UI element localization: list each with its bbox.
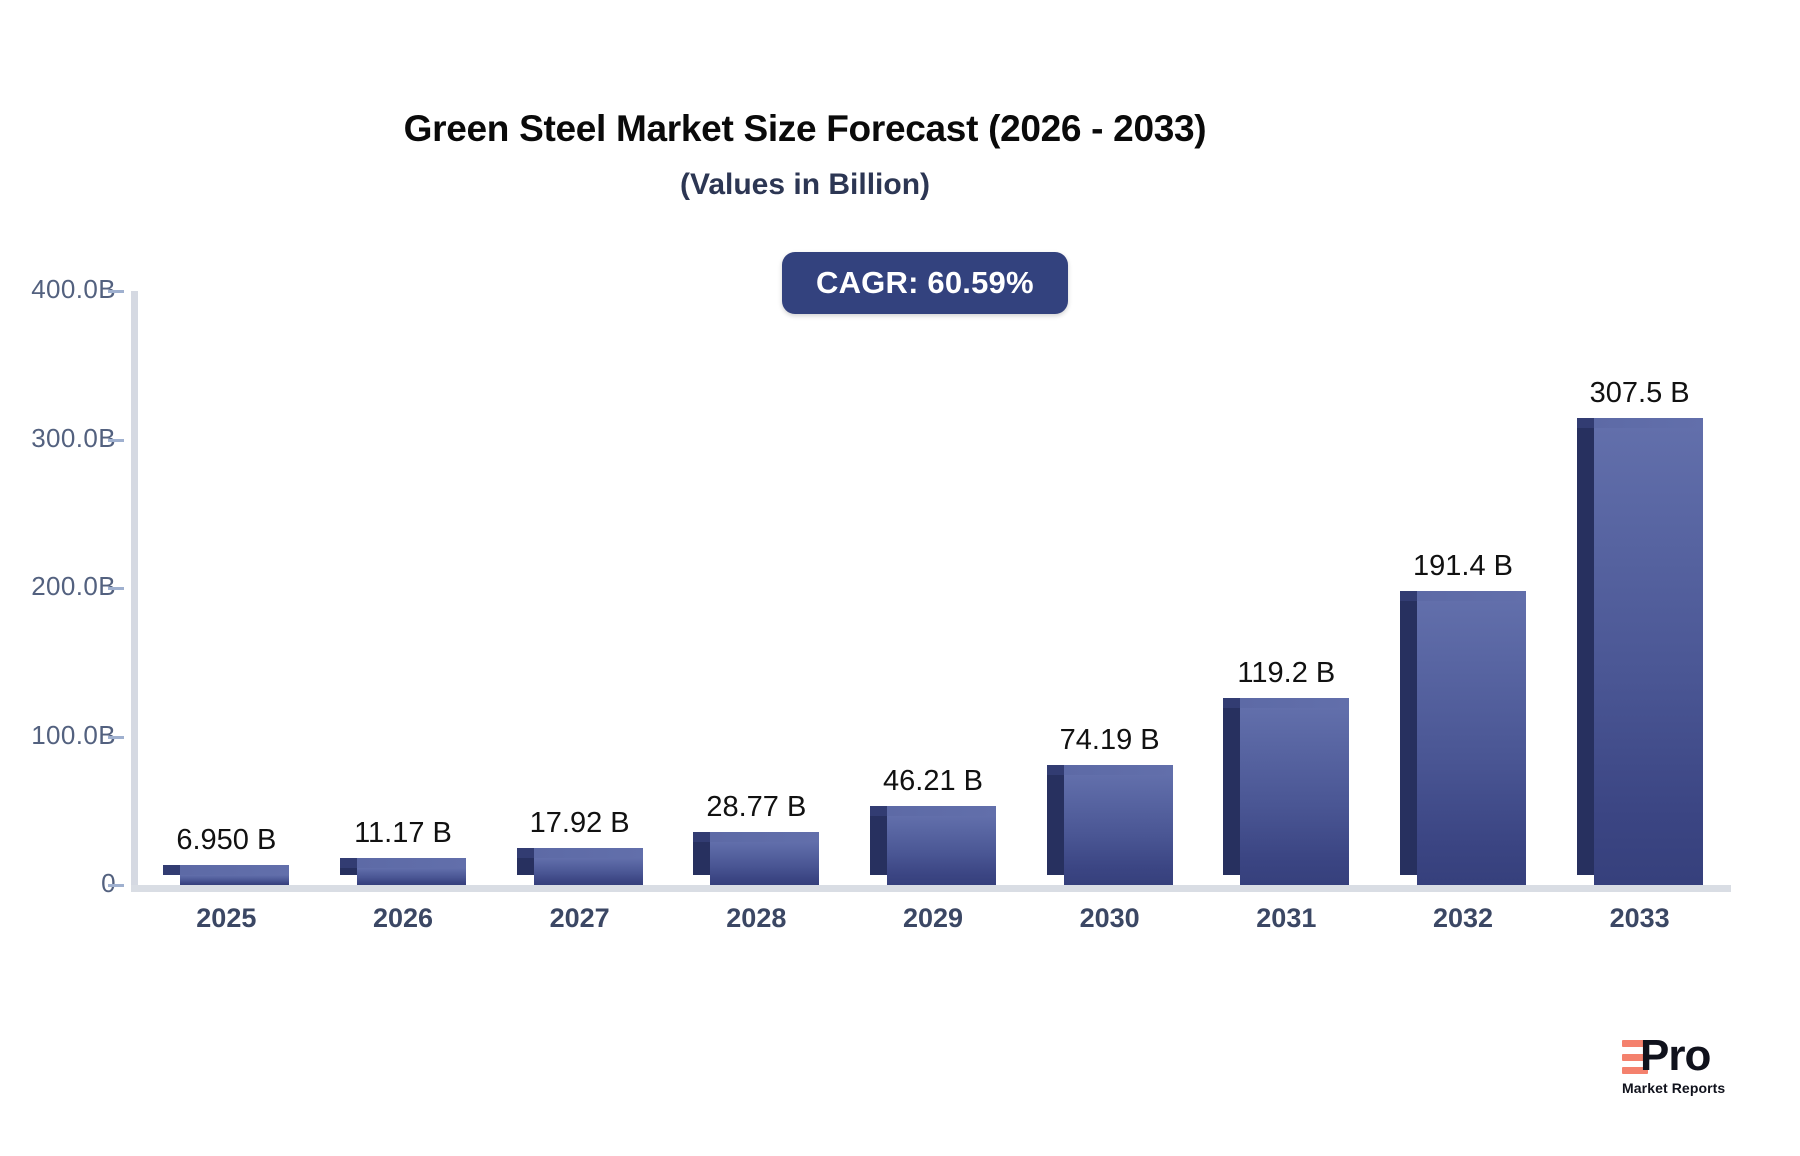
bar-group: 6.950 B 2025 bbox=[163, 291, 290, 933]
bar-value-label: 119.2 B bbox=[1237, 657, 1336, 689]
x-axis-category-label: 2032 bbox=[1432, 903, 1494, 933]
bar-side-face bbox=[870, 806, 887, 875]
bar-group: 74.19 B 2030 bbox=[1046, 291, 1173, 933]
bar-value-label: 17.92 B bbox=[529, 807, 630, 840]
bar-value-label: 46.21 B bbox=[883, 765, 983, 798]
y-axis-line bbox=[131, 291, 138, 885]
bar[interactable]: 191.4 B bbox=[1400, 550, 1526, 885]
x-axis-category-label: 2031 bbox=[1256, 903, 1317, 933]
bar-group: 46.21 B 2029 bbox=[870, 291, 996, 933]
bar-value-label: 11.17 B bbox=[354, 817, 452, 850]
y-axis-tick-label: 100.0B bbox=[31, 719, 116, 750]
x-axis-category-label: 2028 bbox=[726, 903, 787, 933]
x-axis-category-label: 2033 bbox=[1609, 903, 1670, 933]
bar[interactable]: 6.950 B bbox=[163, 824, 290, 885]
bar[interactable]: 17.92 B bbox=[516, 807, 643, 885]
bar-top-face bbox=[340, 858, 466, 869]
page-title: Green Steel Market Size Forecast (2026 -… bbox=[403, 108, 1207, 149]
bar-front-face bbox=[180, 874, 290, 885]
logo-tagline: Market Reports bbox=[1622, 1080, 1726, 1096]
bar-front-face bbox=[710, 842, 820, 885]
bar-front-face bbox=[357, 868, 466, 885]
bar[interactable]: 307.5 B bbox=[1576, 377, 1703, 885]
bar-side-face bbox=[1046, 764, 1064, 875]
bar-top-face bbox=[1400, 590, 1526, 601]
cagr-badge-label: CAGR: 60.59% bbox=[816, 265, 1034, 300]
bar-side-face bbox=[1223, 698, 1241, 875]
bar[interactable]: 28.77 B bbox=[693, 791, 820, 885]
bar-value-label: 74.19 B bbox=[1059, 723, 1160, 756]
brand-logo: Pro Market Reports bbox=[1622, 1032, 1782, 1098]
bar-side-face bbox=[1576, 418, 1594, 875]
bar[interactable]: 11.17 B bbox=[340, 817, 466, 885]
bar[interactable]: 46.21 B bbox=[870, 765, 996, 885]
bar-chart-plot-area: 400.0B 300.0B 200.0B 100.0B 0 6.950 B 2025 11.… bbox=[31, 274, 1731, 933]
bar-top-face bbox=[693, 832, 820, 843]
bar-top-face bbox=[163, 864, 290, 875]
bar-group: 119.2 B 2031 bbox=[1223, 291, 1350, 933]
y-axis-tick-label: 200.0B bbox=[31, 571, 116, 601]
bar-group: 28.77 B 2028 bbox=[693, 291, 820, 933]
y-axis-tick-mark bbox=[108, 290, 124, 293]
bar-group: 17.92 B 2027 bbox=[516, 291, 643, 933]
bar-front-face bbox=[1063, 774, 1173, 885]
y-axis-tick-mark bbox=[108, 735, 124, 739]
bar-value-label: 191.4 B bbox=[1413, 549, 1513, 582]
bar-top-face bbox=[516, 848, 643, 859]
logo-wordmark: Pro bbox=[1640, 1031, 1711, 1080]
bar-group: 307.5 B 2033 bbox=[1576, 291, 1703, 933]
bar-front-face bbox=[1240, 708, 1350, 885]
bar-front-face bbox=[533, 858, 643, 885]
y-axis-tick-mark bbox=[108, 438, 124, 442]
x-axis-category-label: 2029 bbox=[902, 903, 964, 933]
bar-top-face bbox=[1046, 764, 1173, 775]
y-axis-tick-mark bbox=[108, 884, 124, 887]
x-axis-category-label: 2026 bbox=[372, 903, 434, 933]
y-axis-tick-mark bbox=[108, 587, 124, 590]
x-axis-baseline bbox=[131, 885, 1731, 892]
bar-top-face bbox=[1223, 698, 1350, 708]
bar-top-face bbox=[870, 806, 996, 817]
bar-front-face bbox=[887, 816, 996, 885]
bar[interactable]: 119.2 B bbox=[1223, 657, 1350, 885]
bar-value-label: 28.77 B bbox=[706, 791, 807, 824]
y-axis-tick-label: 400.0B bbox=[31, 274, 116, 304]
bar-side-face bbox=[1400, 590, 1417, 875]
x-axis-category-label: 2025 bbox=[196, 903, 257, 933]
chart-subtitle: (Values in Billion) bbox=[679, 168, 931, 201]
bar-front-face bbox=[1417, 600, 1526, 885]
bar-group: 11.17 B 2026 bbox=[340, 291, 466, 933]
bar[interactable]: 74.19 B bbox=[1046, 724, 1173, 885]
y-axis-tick-label: 0 bbox=[101, 868, 116, 898]
cagr-badge: CAGR: 60.59% bbox=[782, 252, 1068, 314]
x-axis-category-label: 2030 bbox=[1079, 903, 1140, 933]
bar-top-face bbox=[1576, 418, 1703, 429]
bar-value-label: 6.950 B bbox=[176, 823, 277, 856]
bar-group: 191.4 B 2032 bbox=[1400, 291, 1526, 933]
bar-series-group: 6.950 B 2025 11.17 B 2026 17.92 B 2027 28.77 B… bbox=[138, 291, 1728, 933]
bar-side-face bbox=[693, 832, 711, 875]
logo-bars-icon bbox=[1622, 1040, 1648, 1074]
bar-front-face bbox=[1593, 428, 1703, 885]
bar-value-label: 307.5 B bbox=[1589, 377, 1690, 410]
y-axis-tick-label: 300.0B bbox=[31, 422, 116, 453]
x-axis-category-label: 2027 bbox=[549, 903, 610, 933]
